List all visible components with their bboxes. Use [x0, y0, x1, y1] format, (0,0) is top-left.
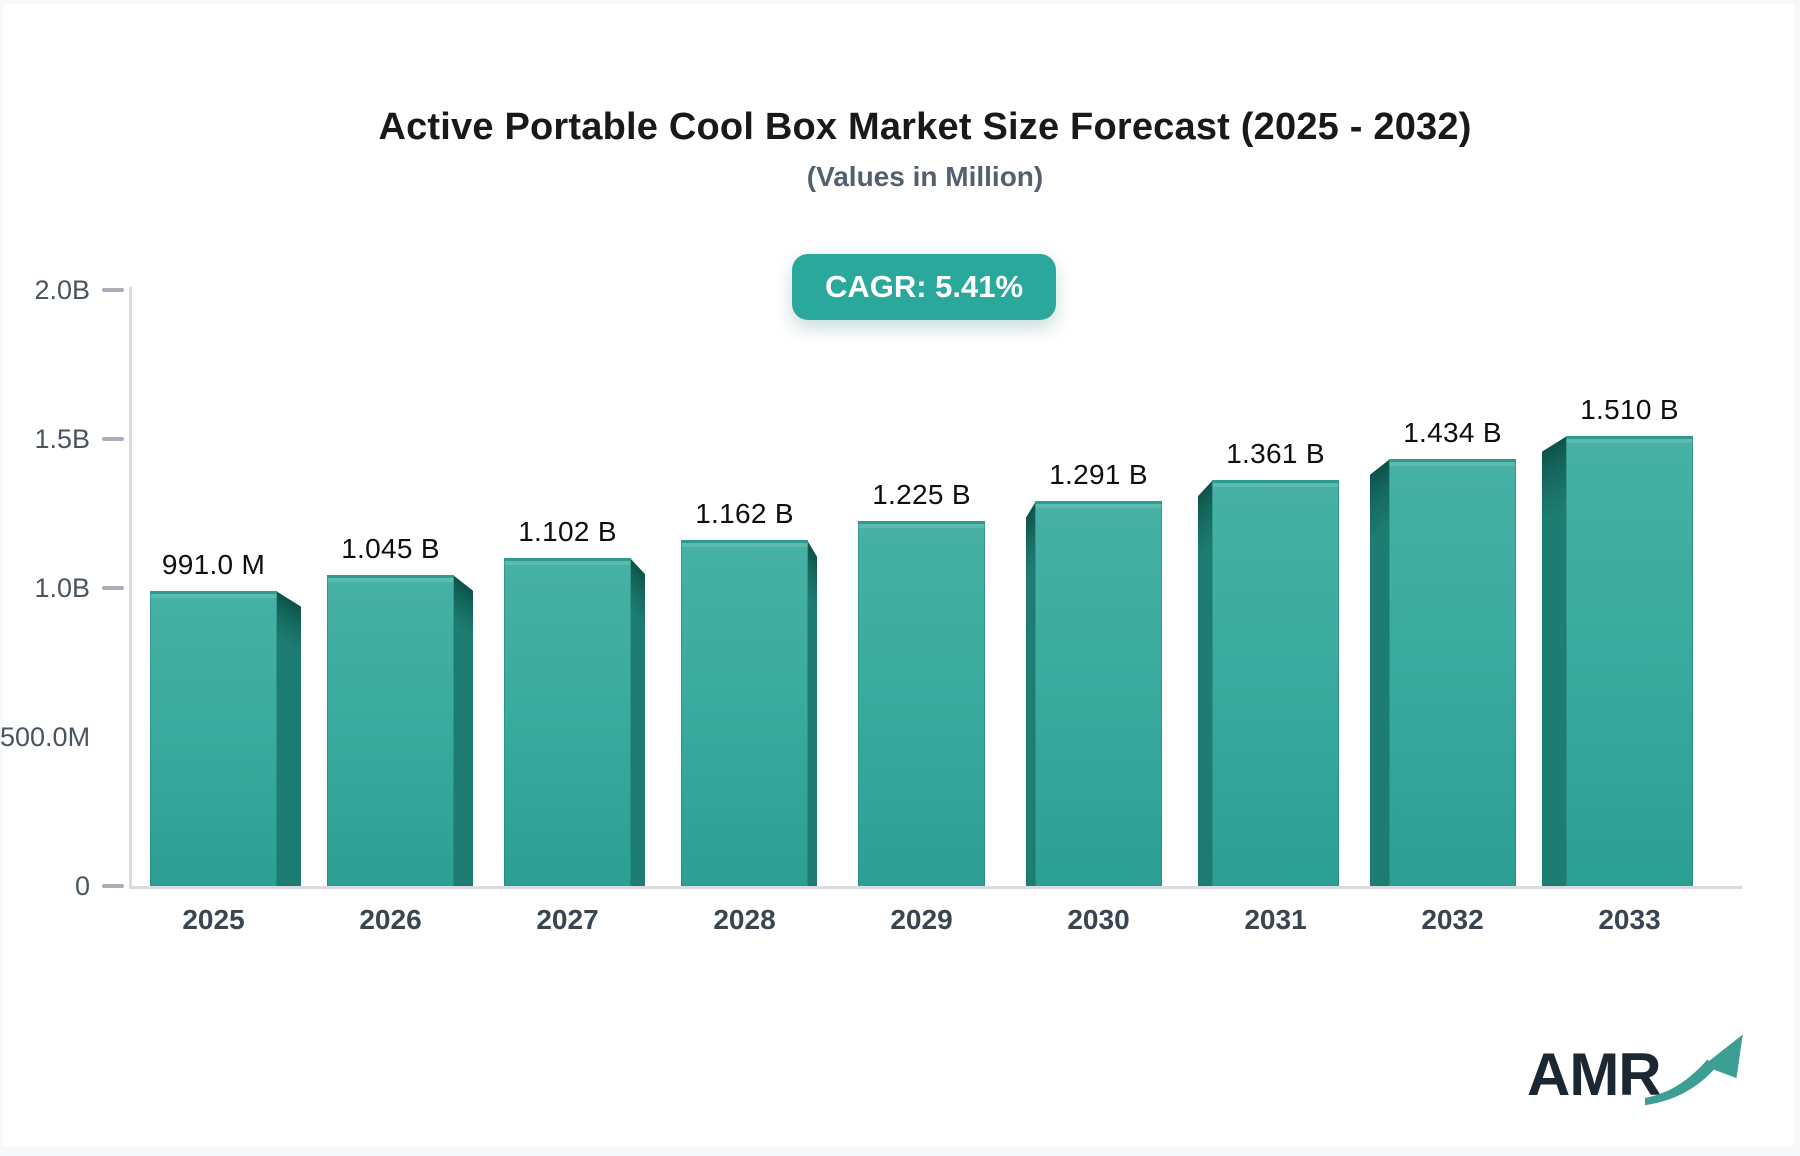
value-label-2026: 1.045 B — [341, 532, 440, 564]
y-tick-mark — [102, 288, 124, 292]
value-label-2030: 1.291 B — [1049, 459, 1148, 491]
chart-title: Active Portable Cool Box Market Size For… — [378, 106, 1472, 148]
y-tick-mark — [102, 586, 124, 590]
y-axis-label-1.0B: 1.0B — [34, 573, 90, 603]
bar-2030 — [1035, 501, 1162, 886]
y-axis-label-1.5B: 1.5B — [34, 424, 90, 454]
x-axis-label-2027: 2027 — [536, 904, 599, 935]
bar-2029 — [858, 520, 985, 886]
x-axis-label-2028: 2028 — [713, 904, 776, 935]
chart-subtitle: (Values in Million) — [806, 161, 1044, 192]
x-axis-line — [129, 886, 1742, 889]
x-axis-label-2029: 2029 — [890, 904, 953, 935]
bar-2025 — [150, 590, 277, 886]
value-label-2032: 1.434 B — [1403, 416, 1502, 448]
chart-header: Active Portable Cool Box Market Size For… — [60, 106, 1790, 193]
value-label-2027: 1.102 B — [518, 515, 617, 547]
x-axis-label-2033: 2033 — [1598, 904, 1661, 935]
cagr-badge: CAGR: 5.41% — [792, 254, 1056, 320]
x-axis-label-2032: 2032 — [1421, 904, 1484, 935]
bar-2032 — [1389, 458, 1516, 886]
x-axis-label-2031: 2031 — [1244, 904, 1307, 935]
bar-2031 — [1212, 480, 1339, 886]
amr-logo: AMR — [1527, 1032, 1743, 1118]
value-label-2033: 1.510 B — [1580, 394, 1679, 426]
value-label-2029: 1.225 B — [872, 478, 971, 510]
y-tick-mark — [102, 884, 124, 888]
y-axis-label-0: 0 — [74, 871, 90, 901]
bars-layer — [150, 436, 1693, 886]
y-axis-line — [129, 287, 132, 888]
x-axis-label-2025: 2025 — [182, 904, 245, 935]
value-label-2031: 1.361 B — [1226, 438, 1325, 470]
bar-2026 — [327, 574, 454, 886]
value-label-2025: 991.0 M — [161, 548, 266, 580]
y-axis-label-2.0B: 2.0B — [34, 275, 90, 305]
y-tick-mark — [102, 437, 124, 441]
x-axis-label-2030: 2030 — [1067, 904, 1130, 935]
value-label-2028: 1.162 B — [695, 497, 794, 529]
trending-up-arrow-icon — [1645, 1034, 1743, 1106]
bar-2028 — [681, 539, 808, 886]
amr-logo-text: AMR — [1527, 1041, 1662, 1108]
y-axis-label-500.0M: 500.0M — [0, 722, 91, 752]
labels-layer: 991.0 M 2025 1.045 B 2026 1.102 B 2027 1.162 B… — [161, 394, 1679, 935]
x-axis-label-2026: 2026 — [359, 904, 422, 935]
bar-2033 — [1566, 436, 1693, 886]
bar-2027 — [504, 557, 631, 886]
